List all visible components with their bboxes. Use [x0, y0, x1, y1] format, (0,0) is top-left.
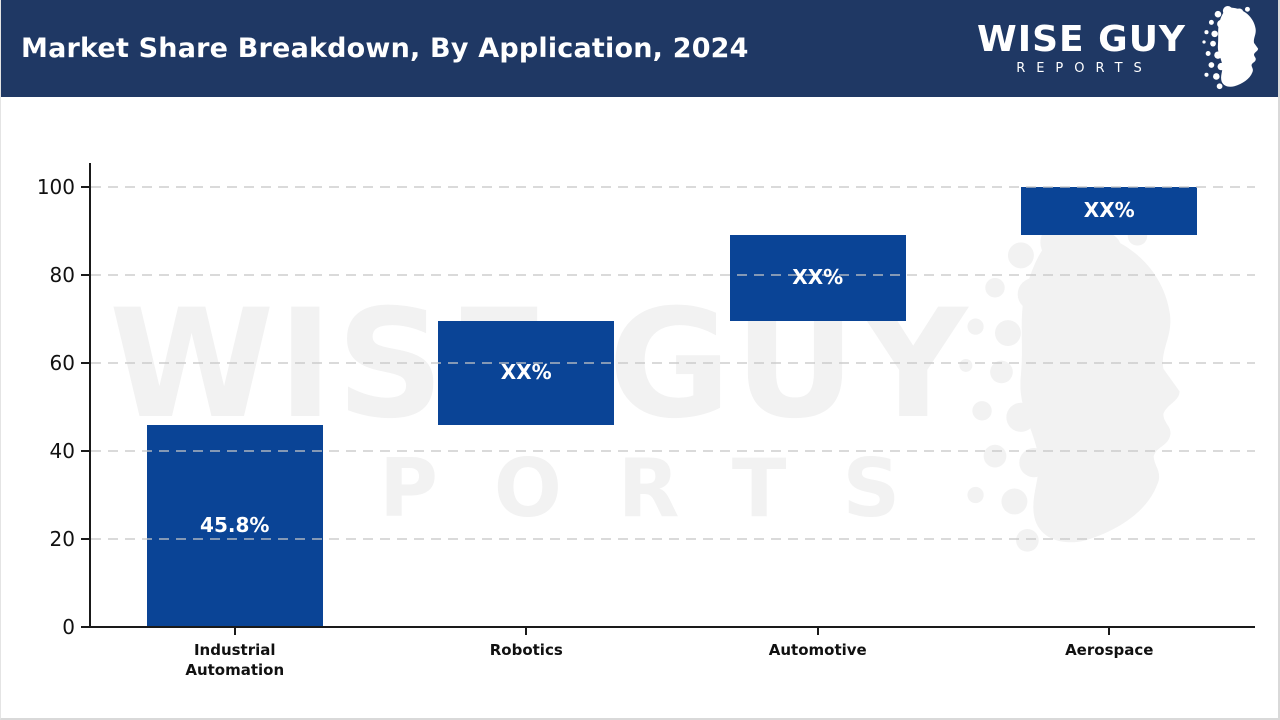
- category-label: Automotive: [768, 641, 867, 659]
- bar-robotics: [438, 320, 615, 426]
- category-label: Aerospace: [1065, 641, 1154, 659]
- brand-logo-text: WISE GUY REPORTS: [976, 18, 1186, 76]
- bar-industrial-automation: [146, 425, 323, 627]
- brand-subname: REPORTS: [1016, 60, 1153, 76]
- bar-value-label: 45.8%: [200, 513, 270, 538]
- brand-name: WISE GUY: [976, 18, 1186, 60]
- category-label: Robotics: [489, 641, 563, 659]
- bar-value-label: XX%: [792, 265, 844, 290]
- gridline-40: [91, 450, 1255, 452]
- gridline-20: [91, 538, 1255, 540]
- category-label: Industrial Automation: [185, 641, 285, 680]
- y-tick-label: 0: [62, 615, 75, 639]
- y-tick-mark-40: [81, 450, 89, 452]
- y-tick-label: 100: [36, 175, 75, 199]
- x-tick-mark: [1108, 628, 1111, 635]
- x-tick-mark: [525, 628, 528, 635]
- y-tick-mark-20: [81, 538, 89, 540]
- bar-aerospace: [1021, 187, 1198, 236]
- y-tick-label: 80: [49, 263, 75, 287]
- chart-title: Market Share Breakdown, By Application, …: [21, 33, 749, 64]
- y-tick-mark-0: [81, 626, 89, 628]
- bar-value-label: XX%: [1083, 198, 1135, 223]
- y-tick-label: 40: [49, 439, 75, 463]
- gridline-80: [91, 274, 1255, 276]
- y-axis-spine: [89, 163, 91, 628]
- y-tick-mark-100: [81, 186, 89, 188]
- bar-value-label: XX%: [500, 360, 552, 385]
- x-tick-mark: [816, 628, 819, 635]
- y-tick-mark-60: [81, 362, 89, 364]
- y-tick-mark-80: [81, 274, 89, 276]
- header-bar: Market Share Breakdown, By Application, …: [1, 0, 1278, 97]
- x-tick-mark: [233, 628, 236, 635]
- gridline-100: [91, 186, 1255, 188]
- brand-logo: WISE GUY REPORTS: [976, 5, 1268, 92]
- brand-face-icon: [1202, 5, 1259, 89]
- y-tick-label: 20: [49, 527, 75, 551]
- gridline-60: [91, 362, 1255, 364]
- y-tick-label: 60: [49, 351, 75, 375]
- watermark-face-icon: [959, 223, 1180, 552]
- x-axis-spine: [89, 626, 1255, 628]
- bar-automotive: [729, 235, 906, 321]
